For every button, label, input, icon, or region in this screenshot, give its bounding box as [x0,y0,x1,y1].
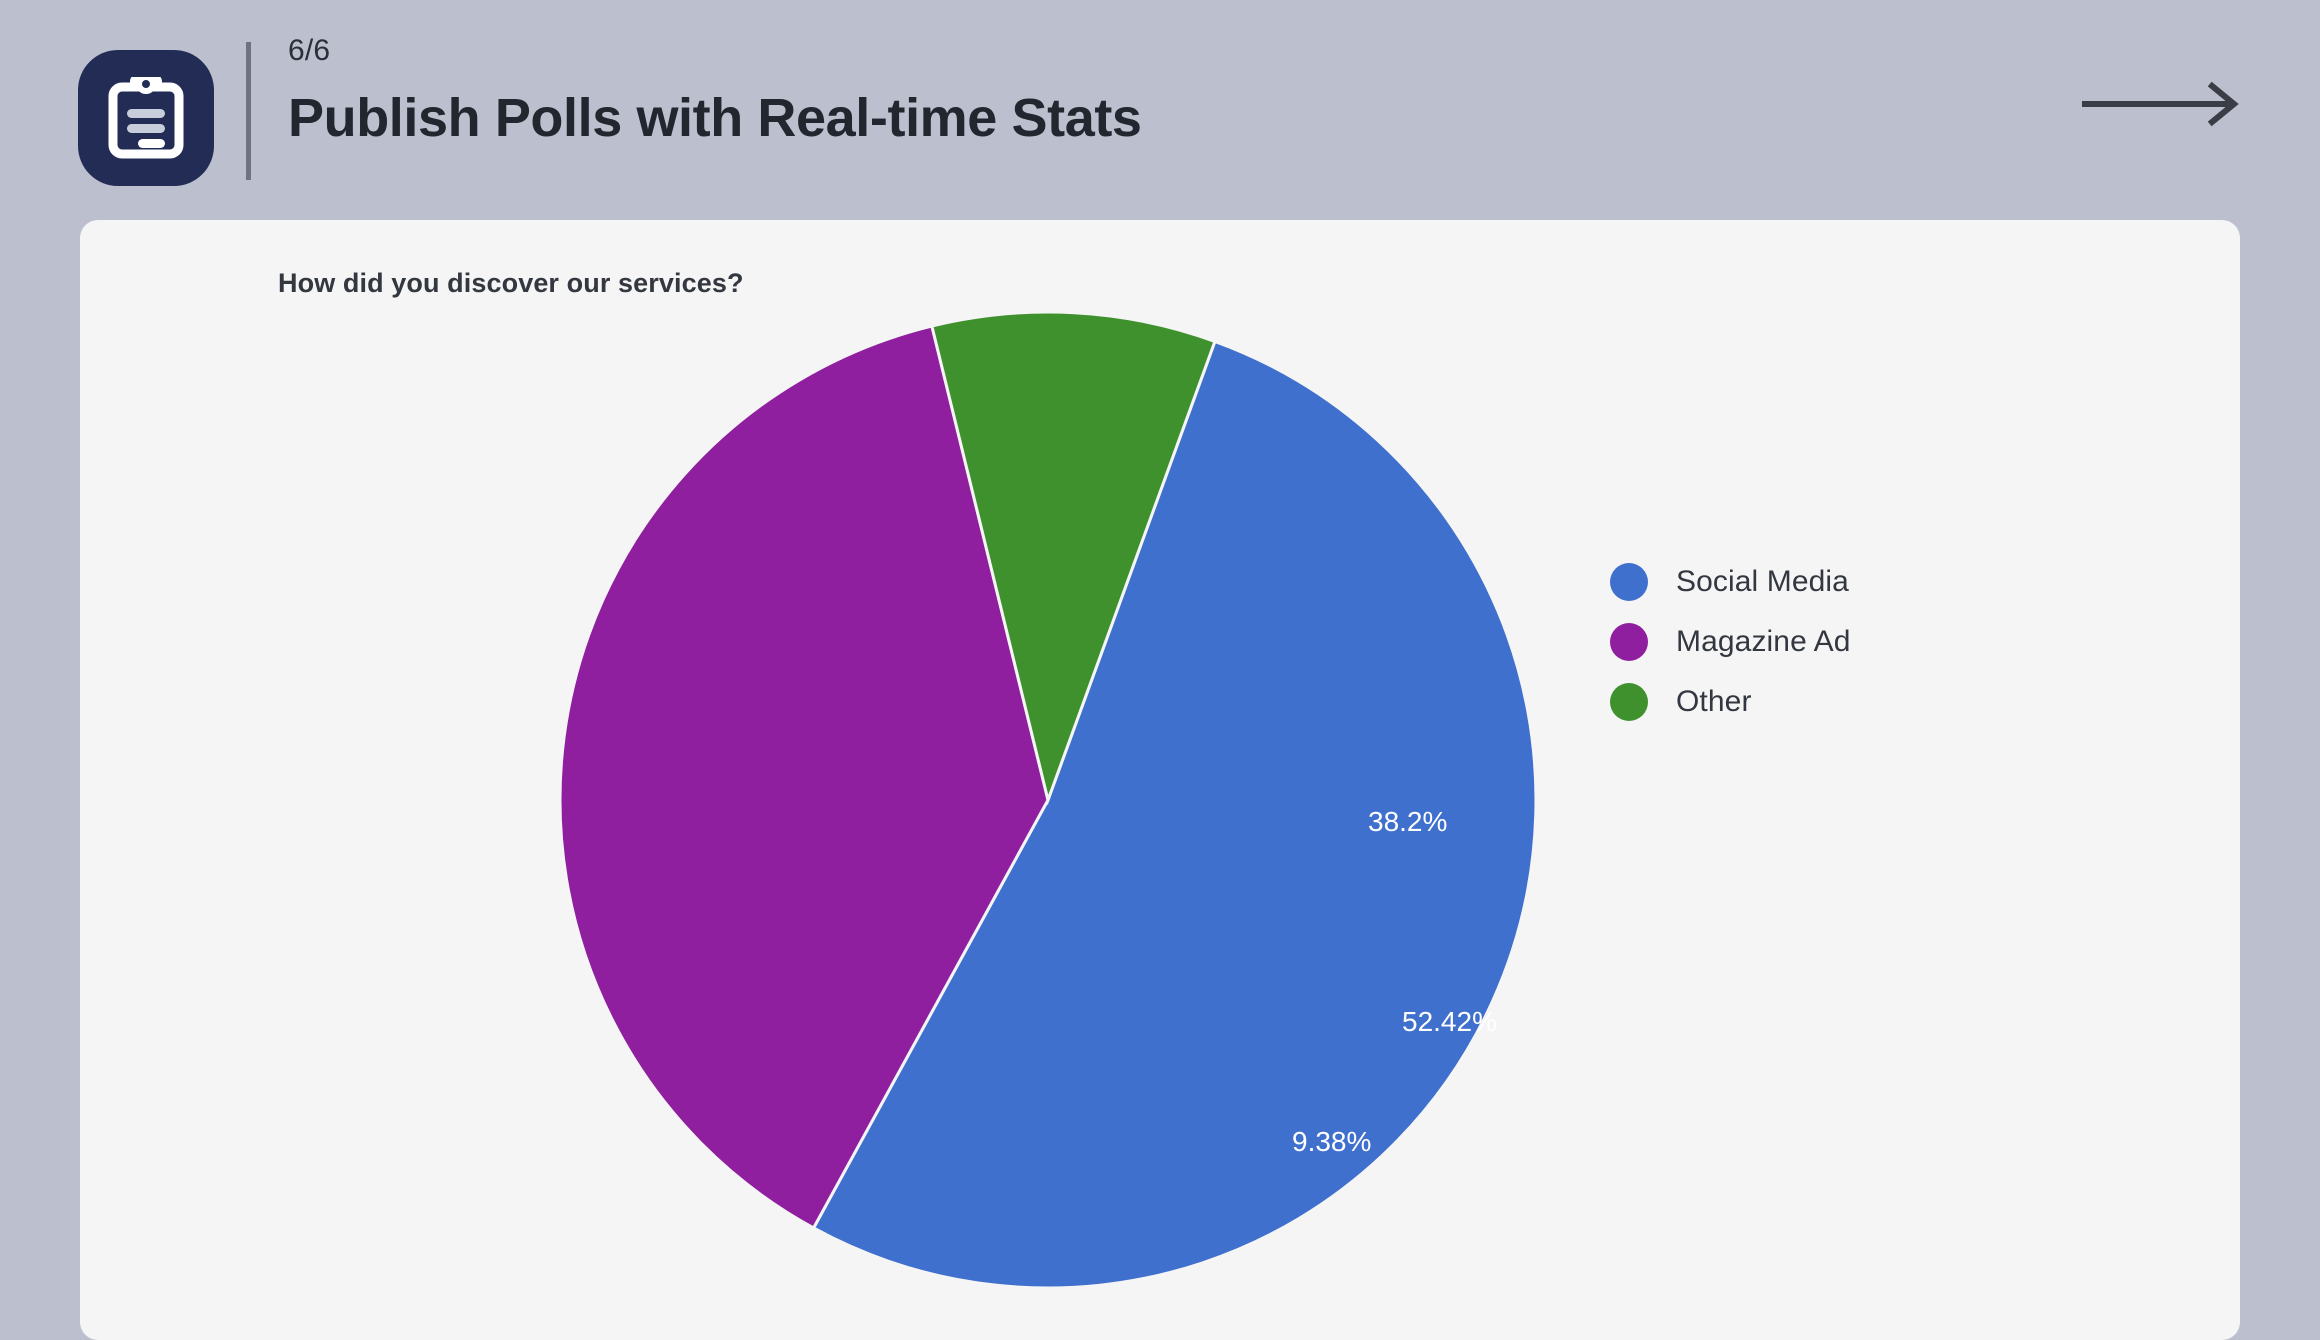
legend-item-other[interactable]: Other [1610,682,2010,722]
pie-chart-area: 52.42% 38.2% 9.38% [80,220,2240,1340]
poll-question: How did you discover our services? [278,268,744,298]
page-title: Publish Polls with Real-time Stats [288,88,1142,148]
arrow-right-icon[interactable] [2080,80,2244,128]
legend-swatch-icon [1610,563,1648,601]
legend-label: Magazine Ad [1676,625,1851,658]
pie-slice[interactable] [930,310,1217,806]
legend-item-social-media[interactable]: Social Media [1610,562,2010,602]
legend-swatch-icon [1610,623,1648,661]
header-divider [246,42,251,180]
clipboard-icon [78,50,214,186]
header-text-block: 6/6 Publish Polls with Real-time Stats [288,34,1142,149]
poll-results-card: How did you discover our services? 52.42… [80,220,2240,1340]
legend-item-magazine-ad[interactable]: Magazine Ad [1610,622,2010,662]
legend-label: Social Media [1676,565,1849,598]
pie-slice[interactable] [811,339,1538,1290]
legend-swatch-icon [1610,683,1648,721]
pie-chart[interactable] [558,310,1538,1290]
pie-slice[interactable] [558,324,1050,1231]
chart-legend: Social Media Magazine Ad Other [1610,562,2010,742]
legend-label: Other [1676,685,1752,718]
page-header: 6/6 Publish Polls with Real-time Stats [0,0,2320,220]
step-counter: 6/6 [288,34,331,67]
